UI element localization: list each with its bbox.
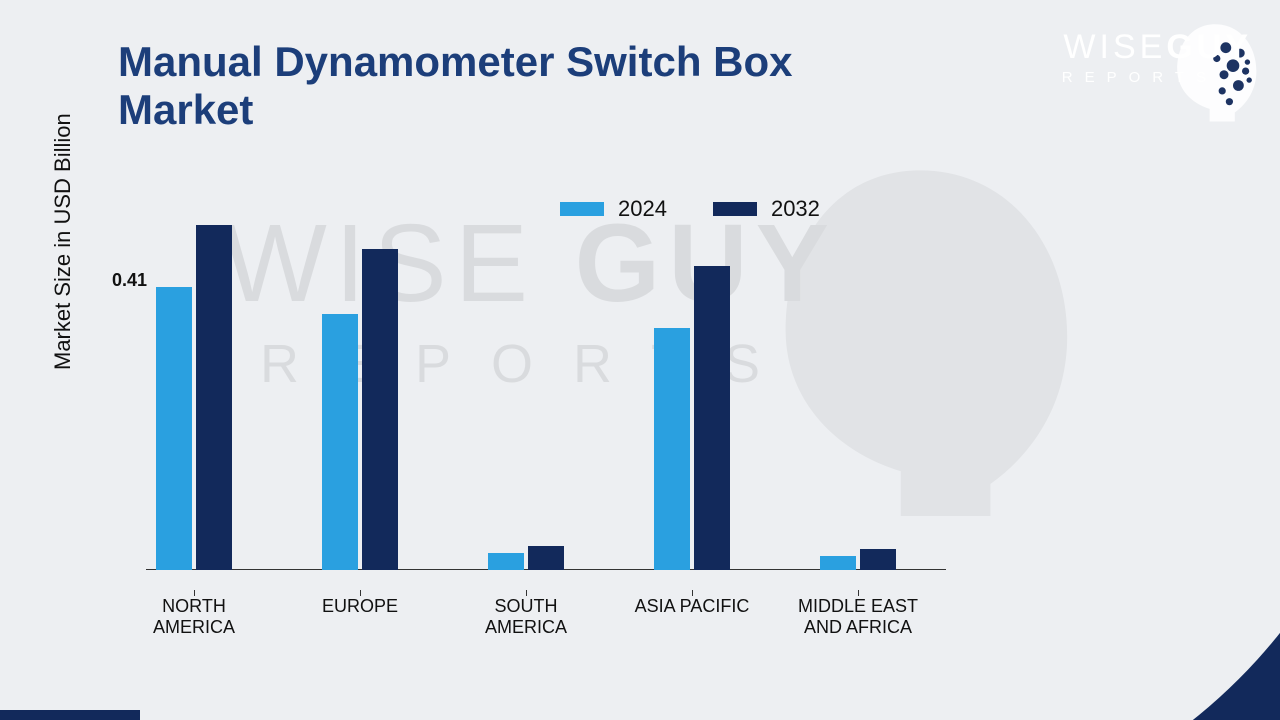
legend-swatch-2032: [713, 202, 757, 216]
bar: [322, 314, 358, 570]
bar: [820, 556, 856, 570]
bar: [860, 549, 896, 570]
legend-item-2024: 2024: [560, 196, 667, 222]
category-label: SOUTH AMERICA: [456, 596, 596, 637]
category-label: ASIA PACIFIC: [622, 596, 762, 617]
category-label: NORTH AMERICA: [124, 596, 264, 637]
chart-legend: 2024 2032: [560, 196, 820, 222]
bar: [196, 225, 232, 570]
legend-label-2032: 2032: [771, 196, 820, 222]
bar: [694, 266, 730, 570]
brand-logo: WISEGUY REPORTS: [1062, 28, 1252, 86]
bar-value-label: 0.41: [112, 270, 147, 291]
category-label: EUROPE: [290, 596, 430, 617]
category-label: MIDDLE EAST AND AFRICA: [788, 596, 928, 637]
brand-logo-line1: WISEGUY: [1062, 28, 1252, 67]
chart-plot-area: NORTH AMERICAEUROPESOUTH AMERICAASIA PAC…: [146, 190, 946, 570]
brand-word-wise: WISE: [1063, 28, 1166, 66]
footer-accent-bar: [0, 710, 140, 720]
brand-logo-line2: REPORTS: [1062, 69, 1218, 86]
legend-swatch-2024: [560, 202, 604, 216]
bar: [654, 328, 690, 570]
page-title: Manual Dynamometer Switch Box Market: [118, 38, 878, 135]
y-axis-label: Market Size in USD Billion: [50, 113, 76, 370]
bar: [528, 546, 564, 570]
chart: Market Size in USD Billion NORTH AMERICA…: [60, 170, 960, 690]
legend-label-2024: 2024: [618, 196, 667, 222]
legend-item-2032: 2032: [713, 196, 820, 222]
brand-word-guy: GUY: [1166, 28, 1252, 66]
bar: [156, 287, 192, 570]
bar: [488, 553, 524, 570]
bar: [362, 249, 398, 570]
